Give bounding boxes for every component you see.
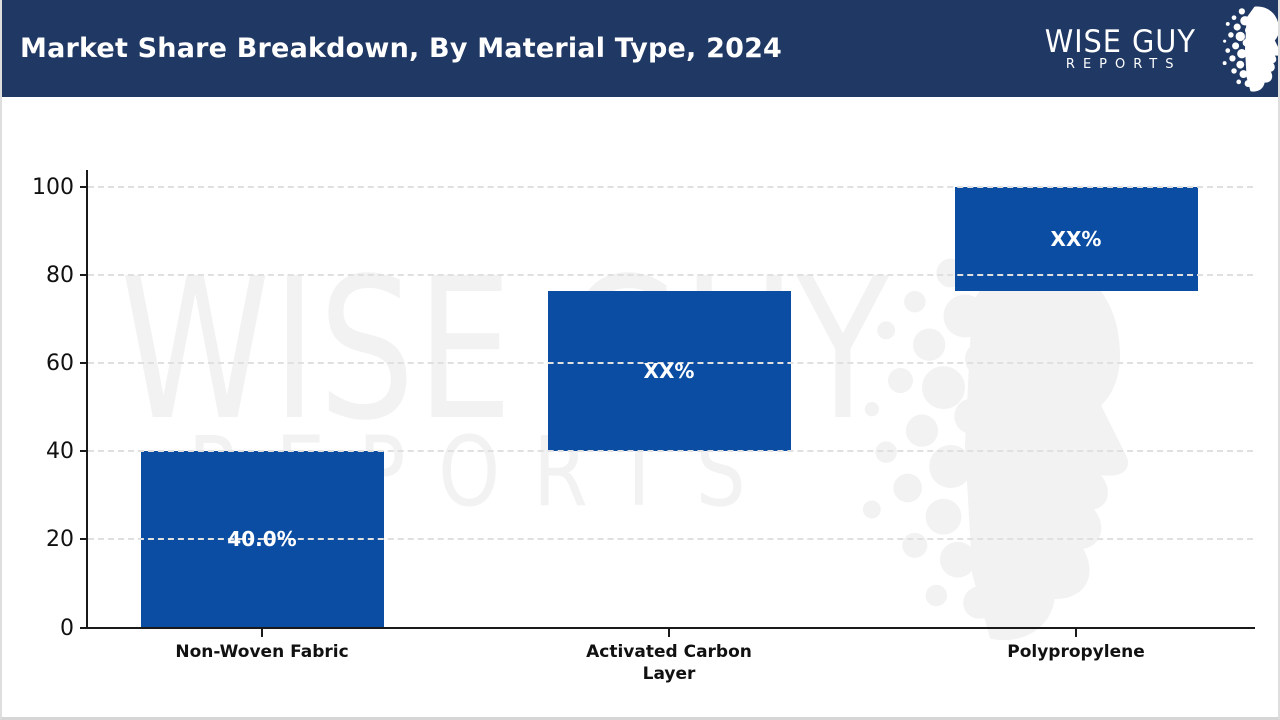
y-tick-mark-80 bbox=[80, 274, 88, 277]
bar-value-label-1: XX% bbox=[643, 359, 695, 384]
watermark-face-icon bbox=[862, 250, 1129, 641]
y-tick-mark-40 bbox=[80, 450, 88, 453]
logo: WISE GUY REPORTS bbox=[1039, 0, 1280, 97]
x-category-label-2: Polypropylene bbox=[1007, 642, 1145, 662]
x-tick-mark-2 bbox=[1075, 629, 1077, 637]
y-tick-mark-60 bbox=[80, 362, 88, 365]
logo-wordmark: WISE GUY REPORTS bbox=[1039, 25, 1202, 71]
x-category-label-0: Non-Woven Fabric bbox=[175, 642, 349, 662]
logo-face-icon bbox=[1222, 6, 1280, 92]
y-tick-label-80: 80 bbox=[46, 263, 74, 289]
y-tick-label-40: 40 bbox=[46, 439, 74, 465]
y-tick-label-20: 20 bbox=[46, 527, 74, 553]
y-tick-mark-20 bbox=[80, 538, 88, 541]
x-category-label-1: Activated Carbon Layer bbox=[586, 642, 752, 685]
bar-2 bbox=[954, 187, 1198, 291]
y-tick-label-60: 60 bbox=[46, 351, 74, 377]
x-axis-line bbox=[86, 627, 1255, 629]
y-tick-mark-100 bbox=[80, 186, 88, 188]
logo-wordmark-line1: WISE GUY bbox=[1045, 24, 1197, 61]
page-title: Market Share Breakdown, By Material Type… bbox=[20, 33, 783, 64]
y-axis-line bbox=[86, 170, 88, 629]
y-tick-mark-0 bbox=[80, 626, 88, 629]
logo-wordmark-line2: REPORTS bbox=[1065, 56, 1182, 72]
y-tick-label-0: 0 bbox=[60, 615, 74, 641]
y-tick-label-100: 100 bbox=[32, 175, 74, 200]
bar-value-label-2: XX% bbox=[1050, 226, 1102, 251]
bar-1 bbox=[547, 290, 791, 452]
x-tick-mark-1 bbox=[668, 629, 670, 637]
x-tick-mark-0 bbox=[261, 629, 263, 637]
bar-value-label-0: 40.0% bbox=[227, 527, 297, 552]
header-bar: Market Share Breakdown, By Material Type… bbox=[0, 0, 1280, 97]
